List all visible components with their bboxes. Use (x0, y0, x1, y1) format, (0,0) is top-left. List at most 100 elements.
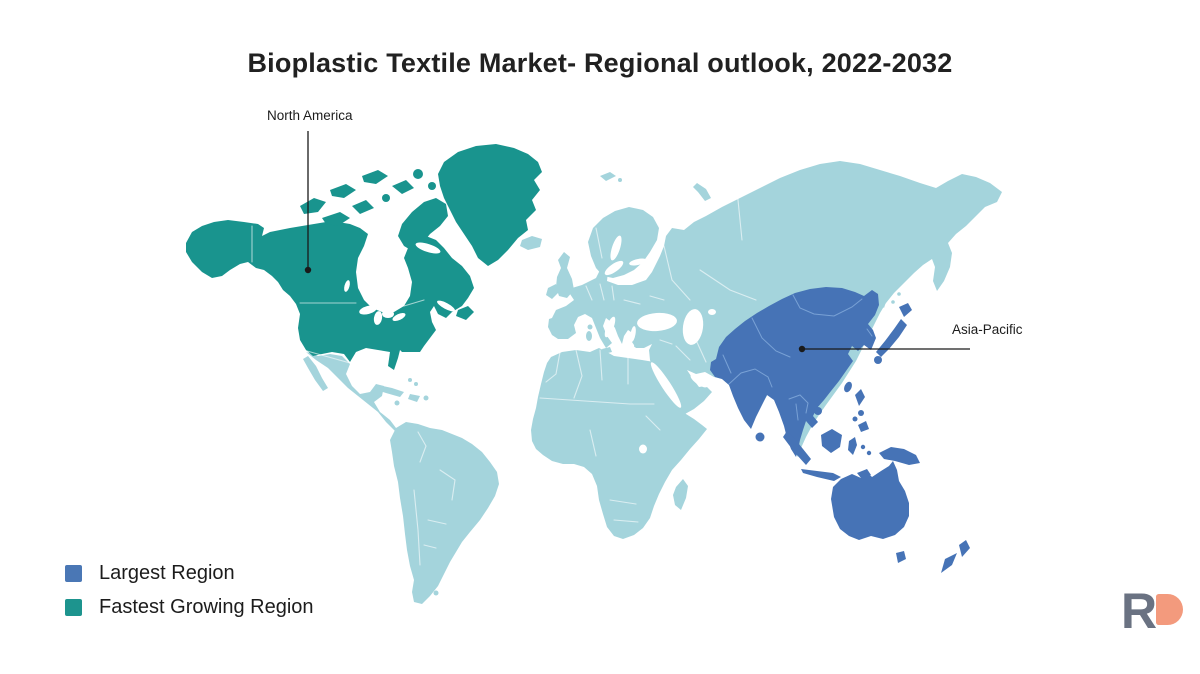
brand-d-mark-icon (1156, 594, 1184, 625)
sea-persian-gulf (690, 374, 708, 388)
country-borders-asia (722, 294, 873, 421)
landmass-panama (397, 430, 410, 440)
island-sicily (602, 347, 612, 354)
sea-baltic (604, 260, 624, 276)
island-arctic-dot-2 (413, 169, 423, 179)
lake-aral (708, 309, 716, 315)
island-arctic-dot-1 (382, 194, 390, 202)
island-corsica (587, 324, 593, 330)
island-iceland (520, 236, 542, 250)
island-nz-north (959, 540, 970, 557)
sea-caspian (682, 309, 704, 345)
island-new-guinea (879, 447, 920, 465)
island-honshu (876, 319, 907, 357)
island-falkland (433, 590, 439, 596)
island-philippines-2 (858, 410, 864, 416)
island-bahamas-2 (414, 382, 418, 386)
island-victoria (322, 212, 350, 226)
island-kuril (891, 300, 895, 304)
island-hispaniola (408, 394, 420, 402)
island-sri-lanka (755, 432, 765, 442)
sea-bothnia (610, 235, 622, 261)
island-nz-south (941, 553, 957, 573)
annotation-asia-pacific: Asia-Pacific (952, 322, 1023, 337)
legend-item-largest-region: Largest Region (65, 562, 314, 585)
island-arctic-4 (392, 180, 414, 194)
seas-lakes (344, 235, 716, 454)
island-svalbard (600, 172, 616, 181)
lake-michigan (373, 311, 383, 325)
sea-hudson-strait (415, 242, 441, 254)
island-arctic-3 (362, 170, 388, 184)
island-kuril-2 (897, 292, 901, 296)
island-borneo (821, 429, 842, 453)
island-puerto-rico (423, 395, 429, 401)
island-taiwan (844, 381, 852, 393)
island-sakhalin (879, 284, 888, 308)
landmass-mexico-central-america (306, 352, 401, 435)
island-cyprus (653, 341, 659, 347)
sea-aegean (630, 326, 636, 342)
sea-red (650, 362, 682, 408)
island-bahamas (408, 378, 412, 382)
island-arctic-1 (300, 198, 326, 214)
landmass-australia (831, 461, 909, 540)
island-svalbard-2 (618, 178, 622, 182)
lake-ontario (392, 312, 406, 322)
sea-st-lawrence (437, 300, 455, 312)
island-java (801, 469, 841, 481)
region-asia-pacific (710, 287, 970, 573)
legend: Largest Region Fastest Growing Region (65, 562, 314, 619)
island-hainan (814, 407, 822, 415)
island-moluccas-2 (866, 450, 872, 456)
island-arctic-2 (330, 184, 356, 198)
legend-label-fastest-growing-region: Fastest Growing Region (99, 596, 314, 618)
lake-superior (359, 305, 377, 315)
page-title: Bioplastic Textile Market- Regional outl… (247, 48, 953, 78)
island-sardinia (586, 331, 592, 341)
legend-item-fastest-growing-region: Fastest Growing Region (65, 596, 314, 619)
island-greenland (438, 144, 542, 266)
landmass-asia-pacific-mainland (710, 287, 879, 457)
sea-black (637, 312, 677, 332)
legend-swatch-fastest-growing-region (65, 599, 82, 616)
island-kyushu (874, 356, 882, 364)
lake-huron (382, 310, 394, 318)
annotation-north-america: North America (267, 108, 353, 123)
island-great-britain (556, 252, 574, 298)
island-arctic-5 (352, 200, 374, 214)
island-hokkaido (899, 303, 912, 317)
island-tasmania (896, 551, 906, 563)
sea-gulf-finland (629, 258, 647, 266)
island-mindanao (858, 421, 869, 432)
island-sumatra (783, 431, 811, 465)
island-jamaica (394, 400, 400, 406)
legend-swatch-largest-region (65, 565, 82, 582)
island-baffin (398, 198, 448, 252)
leader-dot-asia-pacific (798, 345, 806, 353)
lake-victoria (639, 444, 647, 454)
lake-winnipeg (344, 280, 350, 292)
landmass-south-america (390, 422, 499, 604)
island-moluccas-1 (860, 444, 866, 450)
brand-letter-r: R (1121, 583, 1157, 639)
island-novaya-zemlya (693, 183, 711, 201)
legend-label-largest-region: Largest Region (99, 562, 235, 584)
region-north-america (186, 144, 542, 370)
annotation-lines (304, 131, 970, 353)
island-ireland (546, 284, 559, 299)
country-borders (251, 179, 757, 566)
island-arctic-dot-3 (428, 182, 436, 190)
landmass-north-america (186, 220, 474, 370)
island-philippines-3 (852, 416, 858, 422)
brand-logo: R (1121, 583, 1184, 639)
sea-adriatic (604, 316, 616, 338)
island-crete (634, 344, 642, 348)
island-sulawesi (848, 437, 857, 455)
island-cuba (377, 385, 404, 397)
island-madagascar (673, 479, 688, 510)
leader-dot-north-america (304, 266, 312, 274)
island-luzon (855, 389, 865, 406)
landmass-baja (303, 356, 328, 391)
